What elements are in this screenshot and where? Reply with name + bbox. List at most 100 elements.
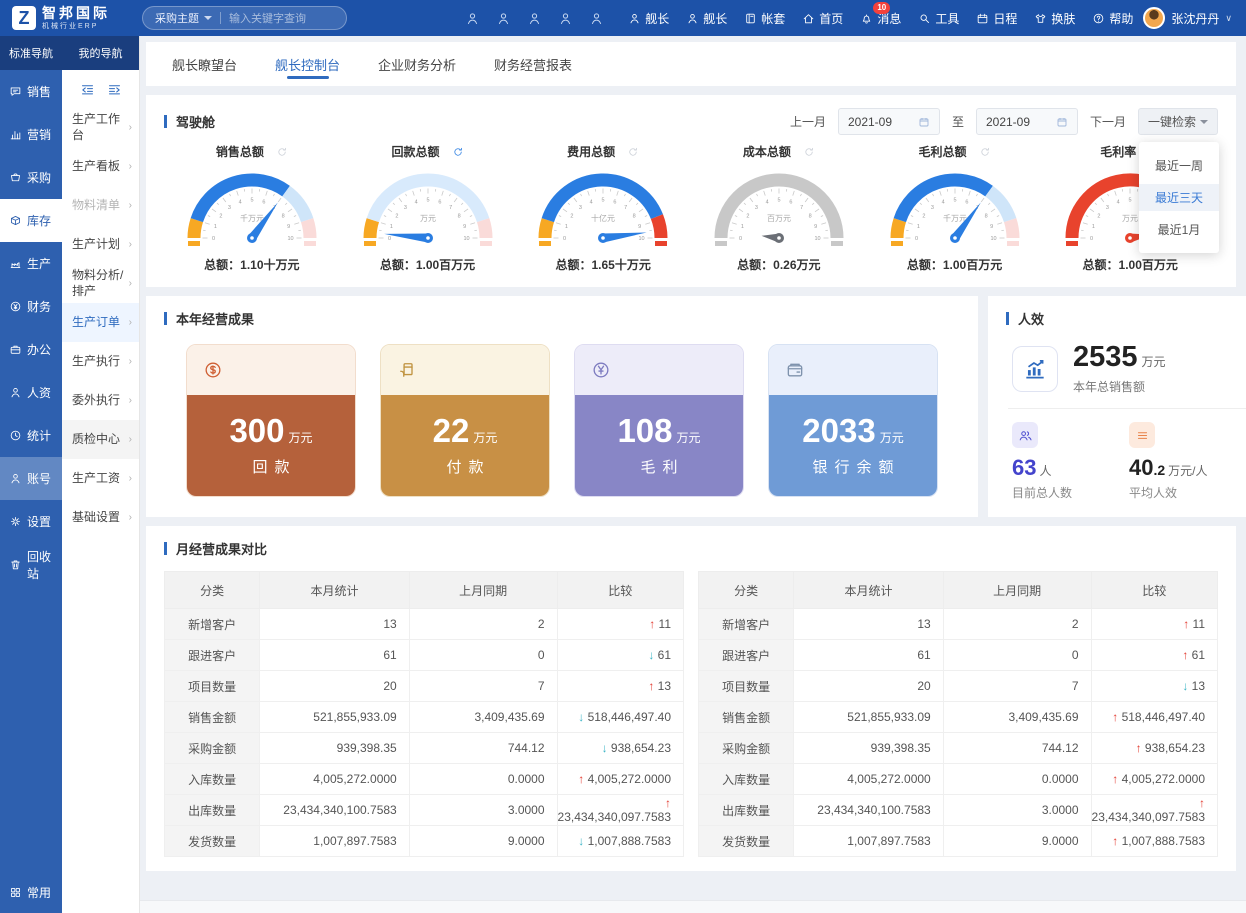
svg-text:3: 3 [579,205,582,211]
quick-search-dropdown[interactable]: 一键检索 最近一周 最近三天 最近1月 [1138,108,1219,253]
sidebar-item-2[interactable]: 采购 [0,156,62,199]
secondary-nav-item-4[interactable]: 物料分析/排产 › [62,264,139,303]
sidebar-item-7[interactable]: 人资 [0,371,62,414]
refresh-icon [278,147,286,156]
search-input[interactable]: 输入关键字查询 [229,13,306,25]
dropdown-option-2[interactable]: 最近1月 [1157,223,1201,237]
topbar-menu-0[interactable]: 舰长 [628,10,669,27]
next-month-button[interactable]: 下一月 [1089,115,1126,129]
dropdown-option-1[interactable]: 最近三天 [1139,184,1219,211]
svg-text:0: 0 [914,236,917,242]
sidebar-item-1[interactable]: 营销 [0,113,62,156]
efficiency-stat-1: 40.2 万元/人 平均人效 [1129,422,1246,501]
date-from-value: 2021-09 [847,114,893,129]
secondary-nav-label: 委外执行 [72,393,121,408]
secondary-nav-item-0[interactable]: 生产工作台 › [62,108,139,147]
arrow-up-icon: ↑ [1199,796,1205,810]
sidebar-item-5[interactable]: 财务 [0,285,62,328]
secondary-nav-item-1[interactable]: 生产看板 › [62,147,139,186]
svg-text:8: 8 [281,213,284,219]
result-card-0[interactable]: 300 万元 回款 [186,344,356,497]
sidebar-item-9[interactable]: 账号 [0,457,62,500]
sidebar-item-label: 办公 [27,343,52,357]
top-menu: 舰长 舰长 帐套 首页 消息 10 工具 日程 换肤 帮助 [628,1,1133,27]
global-search[interactable]: 采购主题 输入关键字查询 [142,6,347,30]
svg-text:2: 2 [1098,213,1101,219]
tab-2[interactable]: 企业财务分析 [378,57,457,73]
topbar-menu-7[interactable]: 换肤 [1034,10,1075,27]
coin-circle-icon [205,362,221,378]
result-card-2[interactable]: 108 万元 毛利 [574,344,744,497]
tab-1[interactable]: 舰长控制台 [275,42,340,86]
refresh-icon[interactable] [979,146,991,158]
topbar-menu-5[interactable]: 工具 [918,10,959,27]
row-previous: 0.0000 [408,763,558,795]
svg-text:5: 5 [250,198,253,204]
secondary-nav-item-5[interactable]: 生产订单 › [62,303,139,343]
sidebar-item-0[interactable]: 销售 [0,70,62,113]
prev-month-button[interactable]: 上一月 [789,115,826,129]
secondary-nav-item-2[interactable]: 物料清单 › [62,186,139,225]
topbar-menu-3[interactable]: 首页 [802,10,843,27]
search-category-select[interactable]: 采购主题 [155,10,212,26]
secondary-nav-header: 我的导航 [62,36,139,70]
row-current: 20 [259,670,410,702]
sidebar-item-4[interactable]: 生产 [0,242,62,285]
user-menu[interactable]: 张沈丹丹 ∨ [1143,7,1246,29]
topbar-menu-8[interactable]: 帮助 [1092,10,1133,27]
secondary-nav-item-6[interactable]: 生产执行 › [62,342,139,381]
sidebar-item-10[interactable]: 设置 [0,500,62,543]
card-unit: 万元 [879,431,904,445]
row-diff: ↑ 938,654.23 [1090,732,1219,764]
date-range-separator: 至 [951,115,964,129]
secondary-nav-item-7[interactable]: 委外执行 › [62,381,139,420]
tab-3[interactable]: 财务经营报表 [494,57,573,73]
row-current: 1,007,897.7583 [259,825,410,857]
tab-0[interactable]: 舰长瞭望台 [172,57,238,73]
topbar-menu-1[interactable]: 舰长 [686,10,727,27]
horizontal-scrollbar[interactable] [140,900,1246,913]
stat-caption: 目前总人数 [1012,486,1073,500]
sidebar-item-3[interactable]: 库存 [0,199,62,242]
table-header: 上月同期 [942,571,1092,609]
secondary-nav-item-8[interactable]: 质检中心 › [62,420,139,460]
refresh-icon[interactable] [627,146,639,158]
secondary-nav-label: 质检中心 [72,432,121,447]
refresh-icon[interactable] [452,146,464,158]
row-previous: 9.0000 [942,825,1092,857]
result-card-1[interactable]: 22 万元 付款 [380,344,550,497]
topbar-menu-label: 日程 [993,11,1018,26]
result-card-3[interactable]: 2033 万元 银行余额 [768,344,938,497]
sidebar-item-6[interactable]: 办公 [0,328,62,371]
sidebar-item-8[interactable]: 统计 [0,414,62,457]
sidebar: 标准导航 销售 营销 采购 库存 生产 财务 办公 人资 统计 账号 设置 回收… [0,36,140,913]
gauge-total-label: 总额： [555,258,592,272]
secondary-nav-item-3[interactable]: 生产计划 › [62,225,139,264]
arrow-down-icon: ↓ [578,710,585,724]
secondary-nav-item-9[interactable]: 生产工资 › [62,459,139,498]
secondary-nav-item-10[interactable]: 基础设置 › [62,498,139,537]
secondary-nav-label: 物料清单 [72,197,121,212]
date-from-input[interactable]: 2021-09 [837,108,940,135]
arrow-down-icon: ↓ [578,834,585,848]
date-to-input[interactable]: 2021-09 [975,108,1078,135]
dropdown-option-0[interactable]: 最近一周 [1154,159,1203,173]
gauge-title: 毛利总额 [918,145,967,159]
row-previous: 3.0000 [408,794,558,826]
topbar-menu-6[interactable]: 日程 [976,10,1017,27]
gauge-chart: 012345678910千万元 [890,173,1020,246]
sidebar-item-11[interactable]: 回收站 [0,543,62,586]
topbar-menu-2[interactable]: 帐套 [744,10,785,27]
brand-logo[interactable]: Z 智邦国际 机械行业ERP [0,6,142,30]
main-content: 舰长瞭望台 舰长控制台 企业财务分析 财务经营报表 驾驶舱 上一月 2021-0… [140,36,1246,913]
refresh-icon[interactable] [803,146,815,158]
sidebar-item-changyong[interactable]: 常用 [0,871,62,913]
svg-text:6: 6 [438,199,441,205]
row-previous: 7 [942,670,1092,702]
refresh-icon[interactable] [276,146,288,158]
gauge-title: 成本总额 [742,145,791,159]
topbar-menu-4[interactable]: 消息 10 [860,1,901,27]
gauge-title: 毛利率 [1100,145,1137,159]
collapse-left-icon [81,84,93,94]
annual-sales-caption: 本年总销售额 [1073,380,1146,394]
